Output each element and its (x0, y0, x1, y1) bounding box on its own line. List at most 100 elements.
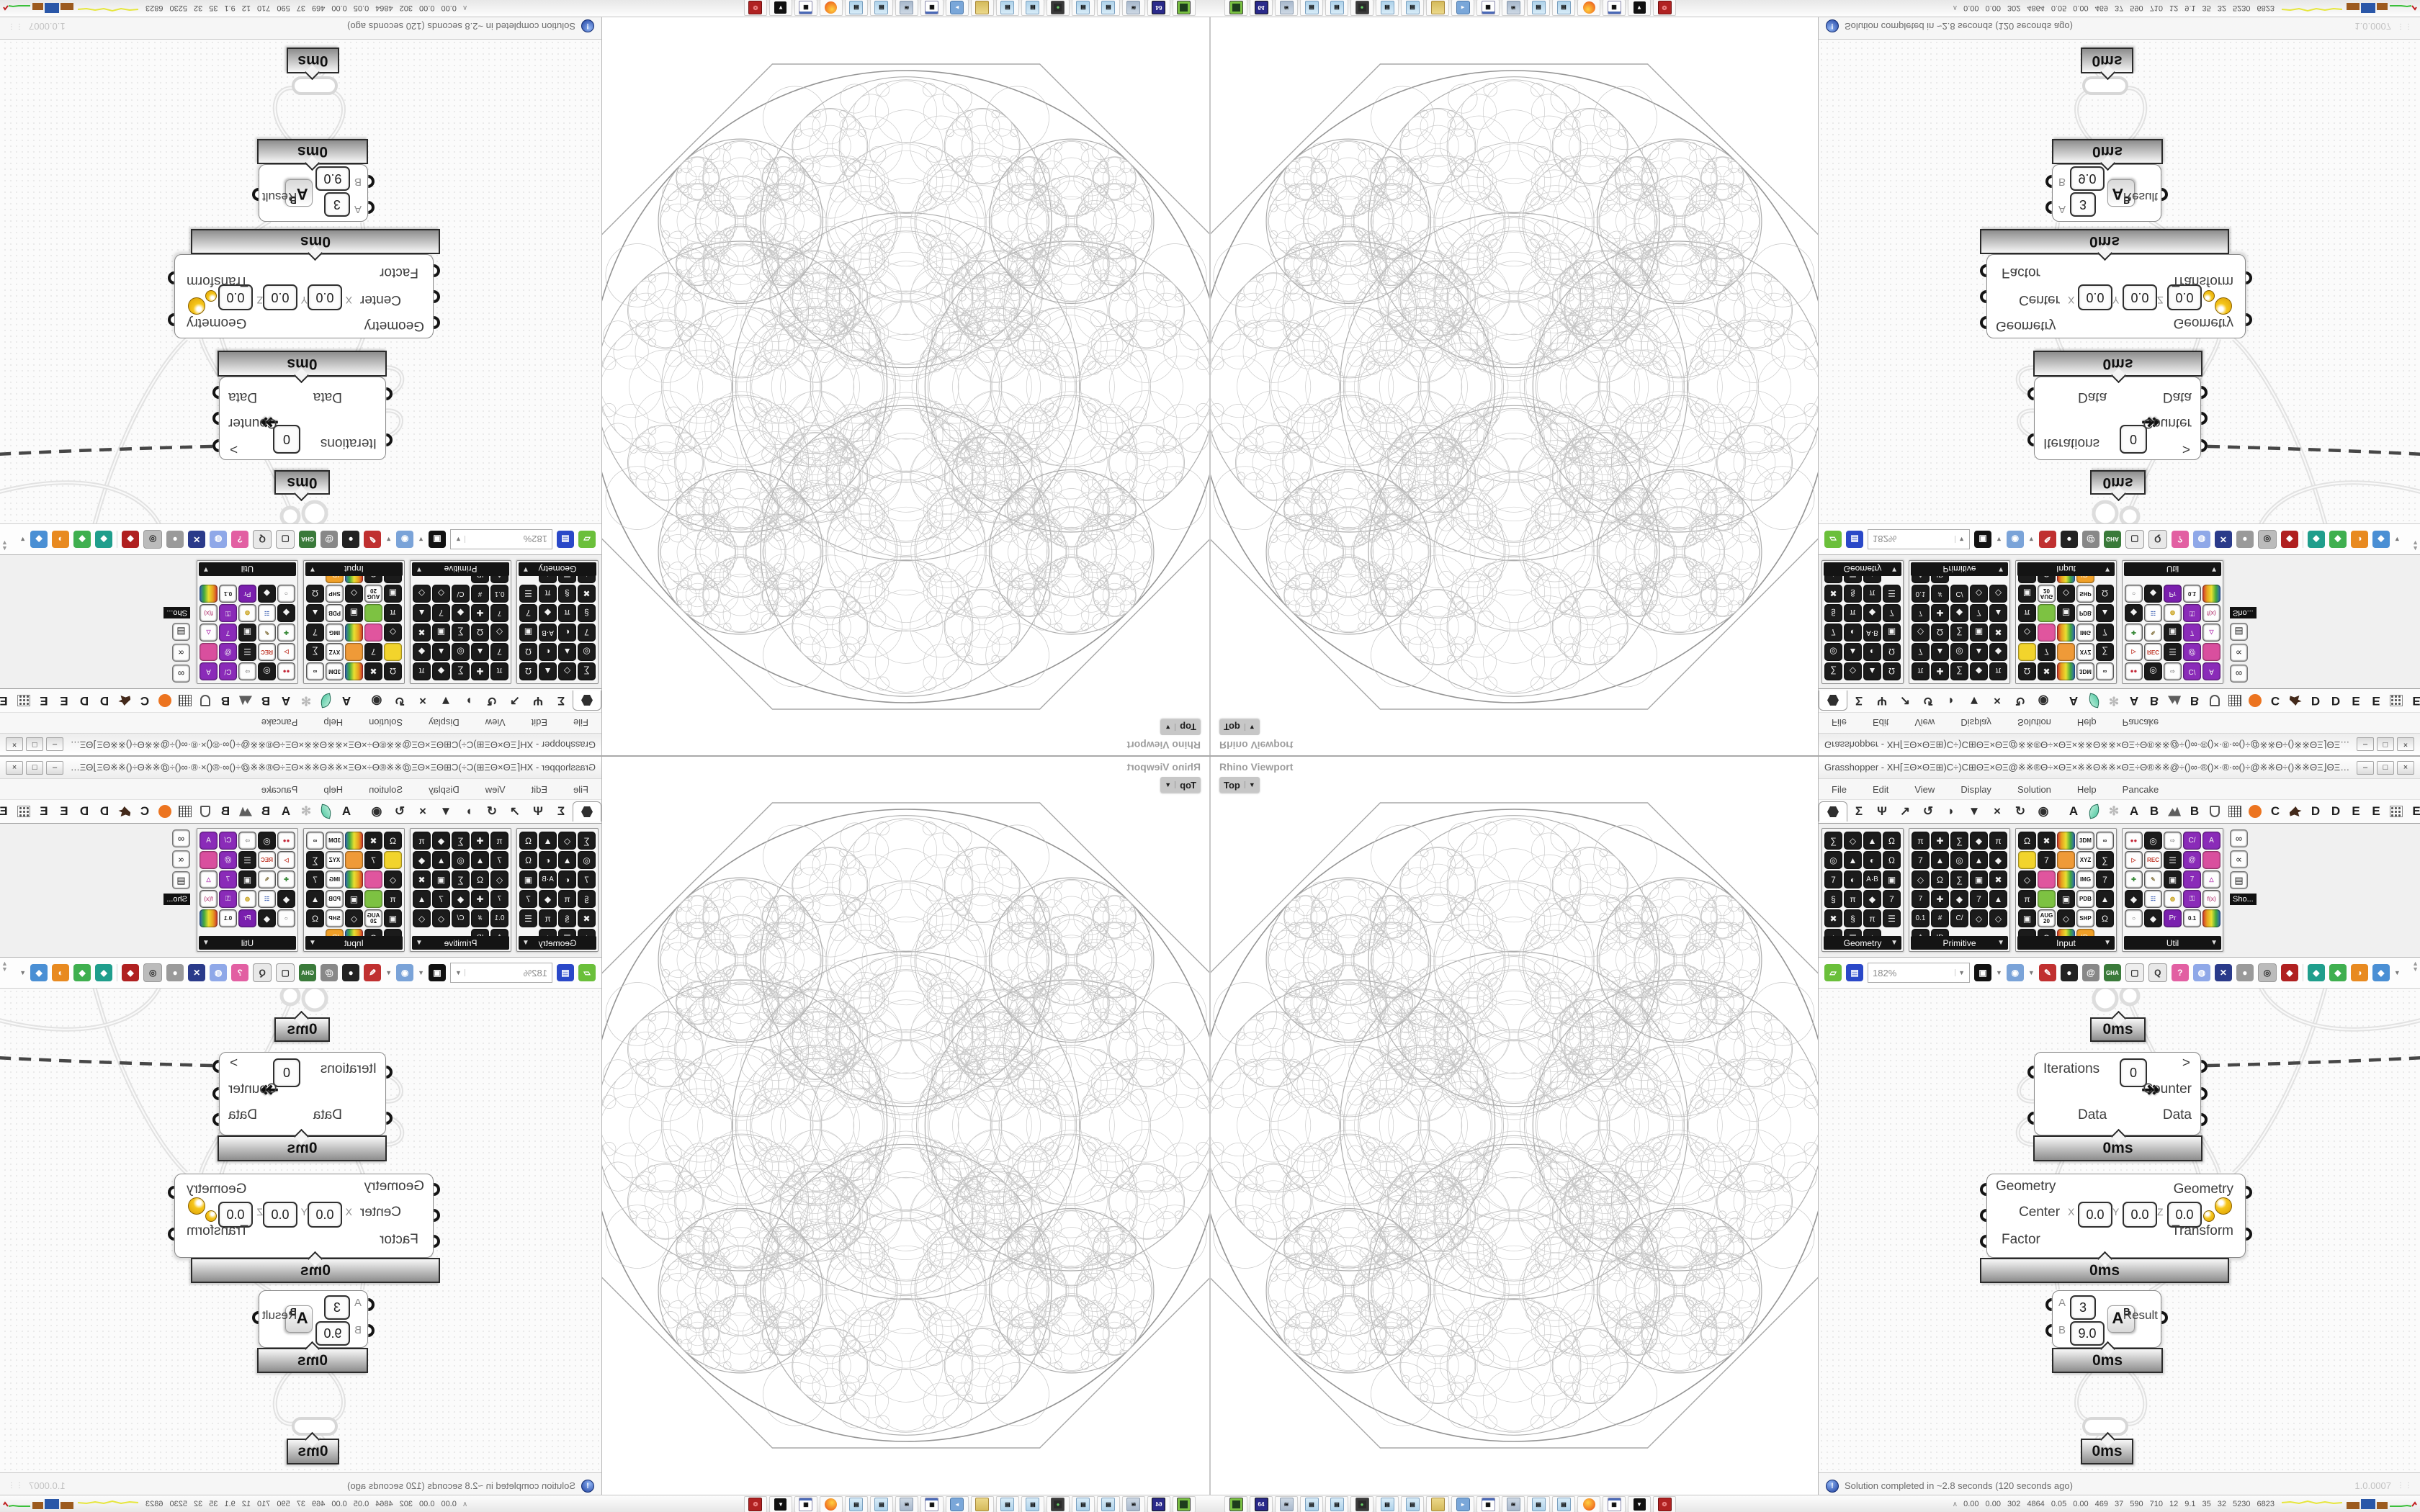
component-icon[interactable]: ∑ (578, 832, 596, 850)
maximize-button[interactable]: □ (2377, 760, 2394, 775)
component-icon[interactable]: Ω (384, 832, 402, 850)
component-icon[interactable]: ○ (2125, 585, 2143, 603)
open-button[interactable]: ▱ (578, 531, 596, 548)
category-tab-8[interactable]: ↻ (394, 804, 405, 818)
category-tab-1[interactable]: Σ (1855, 694, 1863, 708)
component-icon[interactable]: 0.1 (1912, 909, 1930, 927)
component-icon[interactable]: ▣ (2018, 585, 2036, 603)
menu-item-display[interactable]: Display (1960, 717, 1991, 729)
taskbar-button-player[interactable]: ▸ (946, 0, 969, 16)
sketch-icon[interactable]: ✎ (364, 531, 382, 548)
sphere-icon[interactable]: ● (342, 531, 360, 548)
component-icon[interactable]: ▷ (277, 851, 295, 869)
plugin-tab-6[interactable]: B (2190, 804, 2200, 818)
component-icon[interactable]: ◆ (432, 832, 450, 850)
component-icon[interactable] (2202, 585, 2220, 603)
component-icon[interactable]: ✚ (277, 624, 295, 642)
balloon-icon[interactable]: ◍ (2192, 531, 2210, 548)
find-icon[interactable]: Q (2148, 530, 2167, 549)
taskbar-button-notepad[interactable]: ▤ (1527, 1496, 1550, 1512)
input-port[interactable] (1980, 1235, 1986, 1248)
plugin-tab-7[interactable] (2205, 806, 2225, 817)
plugin-tab-3[interactable]: A (281, 804, 291, 818)
component-icon[interactable]: ◇ (1844, 832, 1862, 850)
component-icon[interactable] (200, 585, 218, 603)
category-tab-0[interactable] (1819, 690, 1847, 711)
component-icon[interactable]: PDB (2076, 890, 2094, 908)
component-icon[interactable]: ∞ (306, 832, 324, 850)
component-icon[interactable]: ▣ (238, 624, 256, 642)
component-icon[interactable]: 3DM (2076, 662, 2094, 680)
component-icon[interactable]: 0.1 (2183, 909, 2201, 927)
component-icon[interactable]: AUG 20 (364, 585, 382, 603)
b-value[interactable]: 9.0 (315, 1321, 350, 1346)
component-icon[interactable]: ▣ (2057, 604, 2075, 622)
component-icon[interactable]: π (1912, 662, 1930, 680)
taskbar-button-firefox[interactable] (1577, 0, 1600, 16)
component-icon[interactable]: ∑ (1824, 662, 1842, 680)
component-icon[interactable]: ∞ (2230, 665, 2248, 683)
component-icon[interactable]: ▲ (1931, 851, 1949, 869)
component-icon[interactable]: C/ (1950, 585, 1968, 603)
taskbar-button-folder[interactable] (1426, 0, 1449, 16)
balloon-icon[interactable]: ◍ (2192, 964, 2210, 981)
component-icon[interactable]: ◎ (1824, 643, 1842, 661)
taskbar-button-notepad[interactable]: ▤ (1552, 1496, 1575, 1512)
output-port[interactable] (168, 1228, 181, 1241)
component-icon[interactable]: ▲ (306, 604, 324, 622)
component-icon[interactable]: IMG (326, 624, 344, 642)
plugin-tab-7[interactable] (195, 806, 215, 817)
plugin-tab-0[interactable]: A (2069, 694, 2079, 708)
component-icon[interactable]: ◆ (277, 890, 295, 908)
taskbar-button-calc[interactable]: ▦ (1476, 0, 1500, 16)
component-icon[interactable]: ◇ (490, 870, 508, 888)
component-icon[interactable]: ◎ (1824, 851, 1842, 869)
component-icon[interactable]: 0.1 (219, 585, 237, 603)
gem-icon[interactable]: ◆ (2372, 964, 2390, 981)
taskbar-button-notepad[interactable]: ▤ (996, 1496, 1019, 1512)
component-icon[interactable]: XYZ (326, 643, 344, 661)
component-icon[interactable]: 7 (364, 643, 382, 661)
plugin-tab-3[interactable]: A (2129, 804, 2139, 818)
component-icon[interactable]: 3DM (2076, 832, 2094, 850)
output-port[interactable] (2246, 1228, 2252, 1241)
component-icon[interactable]: ▣ (1883, 870, 1901, 888)
sphere-icon[interactable]: ● (2236, 531, 2254, 548)
component-icon[interactable]: Ω (1931, 870, 1949, 888)
component-icon[interactable]: ◆ (2125, 890, 2143, 908)
component-icon[interactable]: ☰ (519, 585, 537, 603)
stamp-icon[interactable]: @ (321, 964, 339, 981)
component-icon[interactable]: ▣ (384, 909, 402, 927)
component-icon[interactable]: ◆ (413, 643, 431, 661)
taskbar-button-floppy64[interactable]: 64 (1147, 1496, 1170, 1512)
component-icon[interactable]: Ω (519, 643, 537, 661)
menu-item-view[interactable]: View (485, 783, 506, 795)
transform-component[interactable]: Geometry Center X 0.0 Y 0.0 Z 0.0 Factor… (174, 1174, 434, 1258)
component-icon[interactable]: 7 (578, 624, 596, 642)
component-icon[interactable]: § (1824, 890, 1842, 908)
input-port[interactable] (1980, 290, 1993, 303)
gha-icon[interactable]: GHA (2103, 964, 2121, 981)
component-icon[interactable]: 7 (1970, 604, 1988, 622)
component-icon[interactable]: ▣ (2164, 870, 2182, 888)
component-icon[interactable]: 7 (1970, 890, 1988, 908)
component-icon[interactable]: SHP (2076, 585, 2094, 603)
component-icon[interactable]: Pr (2164, 585, 2182, 603)
extents-button[interactable]: ▣ (1974, 964, 1991, 981)
category-tab-7[interactable]: × (419, 694, 426, 708)
galapagos-icon[interactable]: ✕ (2214, 964, 2232, 981)
component-icon[interactable]: ◆ (2144, 585, 2162, 603)
maximize-button[interactable]: □ (26, 737, 43, 752)
component-icon[interactable]: 7 (578, 870, 596, 888)
taskbar-button-monitor[interactable]: ● (1047, 0, 1070, 16)
plugin-tab-15[interactable]: E (2372, 694, 2380, 708)
component-icon[interactable]: ◇ (558, 662, 576, 680)
component-icon[interactable]: ▲ (413, 890, 431, 908)
close-button[interactable]: × (2397, 737, 2414, 752)
component-icon[interactable]: ✚ (2125, 870, 2143, 888)
component-icon[interactable]: 7 (306, 870, 324, 888)
chevron-down-icon[interactable]: ▼ (1996, 536, 2002, 543)
component-icon[interactable] (345, 870, 363, 888)
category-tab-9[interactable]: ◉ (371, 694, 382, 708)
